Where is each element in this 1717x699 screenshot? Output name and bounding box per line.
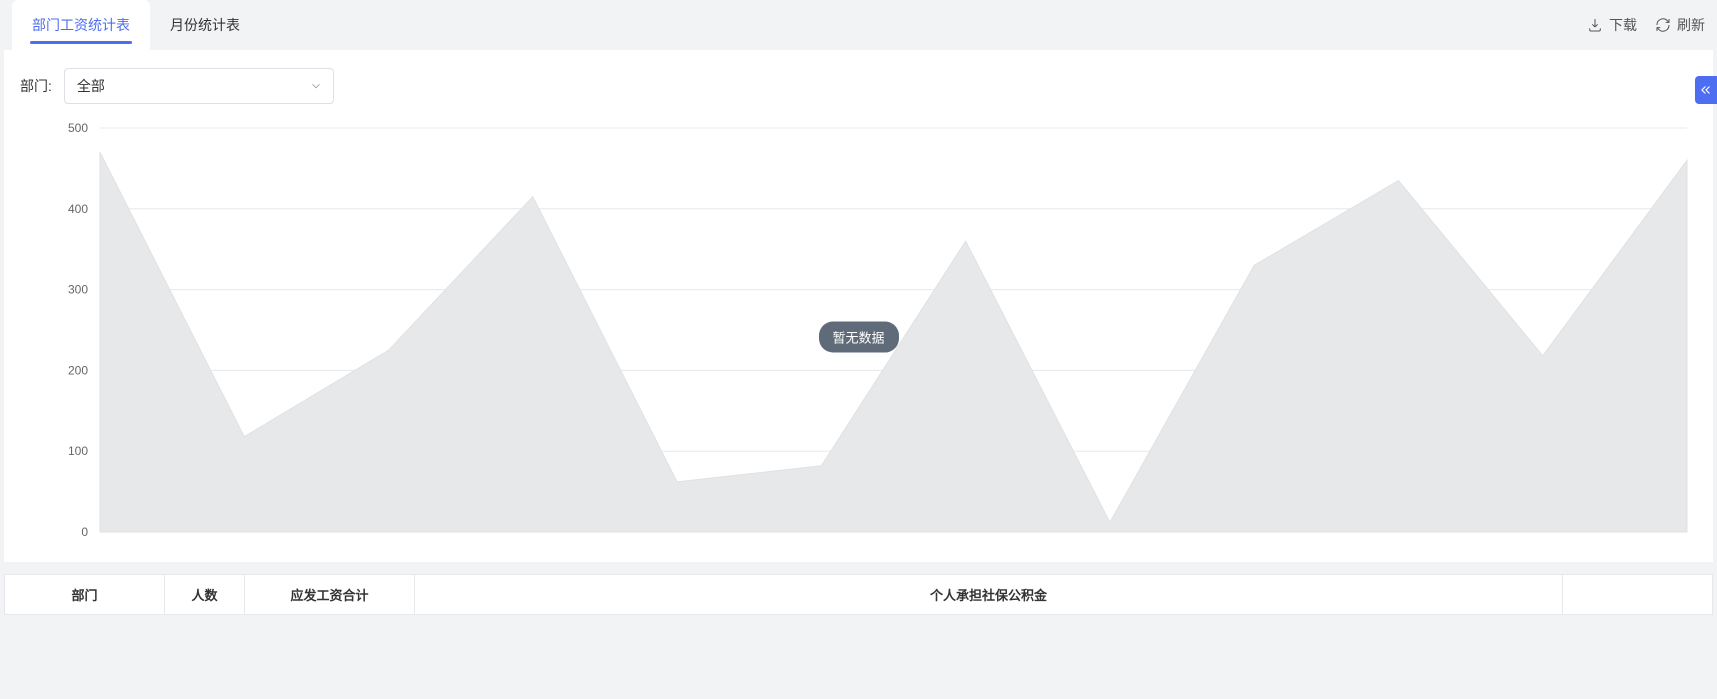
- table-el: 部门人数应发工资合计个人承担社保公积金: [4, 574, 1713, 615]
- page-root: 部门工资统计表 月份统计表 下载 刷新 部门: 全部 500 400 300 200 1…: [0, 0, 1717, 699]
- svg-text:500: 500: [68, 122, 88, 135]
- tab-label: 月份统计表: [170, 15, 240, 35]
- chart: 500 400 300 200 100 0 暂无数据: [20, 122, 1697, 552]
- select-value: 全部: [77, 76, 105, 96]
- svg-text:200: 200: [68, 363, 88, 377]
- table: 部门人数应发工资合计个人承担社保公积金: [4, 574, 1713, 615]
- department-select[interactable]: 全部: [64, 68, 334, 104]
- table-header-cell: 个人承担社保公积金: [415, 575, 1563, 615]
- tabs: 部门工资统计表 月份统计表: [12, 0, 260, 50]
- side-panel-toggle[interactable]: [1695, 76, 1717, 104]
- refresh-label: 刷新: [1677, 15, 1705, 35]
- tab-department-salary[interactable]: 部门工资统计表: [12, 0, 150, 50]
- table-header-cell: 应发工资合计: [245, 575, 415, 615]
- download-button[interactable]: 下载: [1587, 15, 1637, 35]
- table-header-cell: 人数: [165, 575, 245, 615]
- table-header-cell: [1563, 575, 1713, 615]
- download-icon: [1587, 17, 1603, 33]
- filter-row: 部门: 全部: [20, 68, 1697, 104]
- tabs-bar: 部门工资统计表 月份统计表 下载 刷新: [0, 0, 1717, 50]
- table-header-row: 部门人数应发工资合计个人承担社保公积金: [5, 575, 1713, 615]
- svg-text:400: 400: [68, 202, 88, 216]
- refresh-button[interactable]: 刷新: [1655, 15, 1705, 35]
- chevron-left-double-icon: [1699, 83, 1713, 97]
- content-card: 部门: 全部 500 400 300 200 100 0 暂无数据: [4, 50, 1713, 562]
- chevron-down-icon: [309, 79, 323, 93]
- refresh-icon: [1655, 17, 1671, 33]
- no-data-badge: 暂无数据: [818, 322, 898, 353]
- tab-label: 部门工资统计表: [32, 15, 130, 35]
- table-header-cell: 部门: [5, 575, 165, 615]
- svg-text:300: 300: [68, 283, 88, 297]
- filter-label: 部门:: [20, 76, 52, 96]
- tab-month-stats[interactable]: 月份统计表: [150, 0, 260, 50]
- download-label: 下载: [1609, 15, 1637, 35]
- svg-text:0: 0: [81, 525, 88, 539]
- svg-text:100: 100: [68, 444, 88, 458]
